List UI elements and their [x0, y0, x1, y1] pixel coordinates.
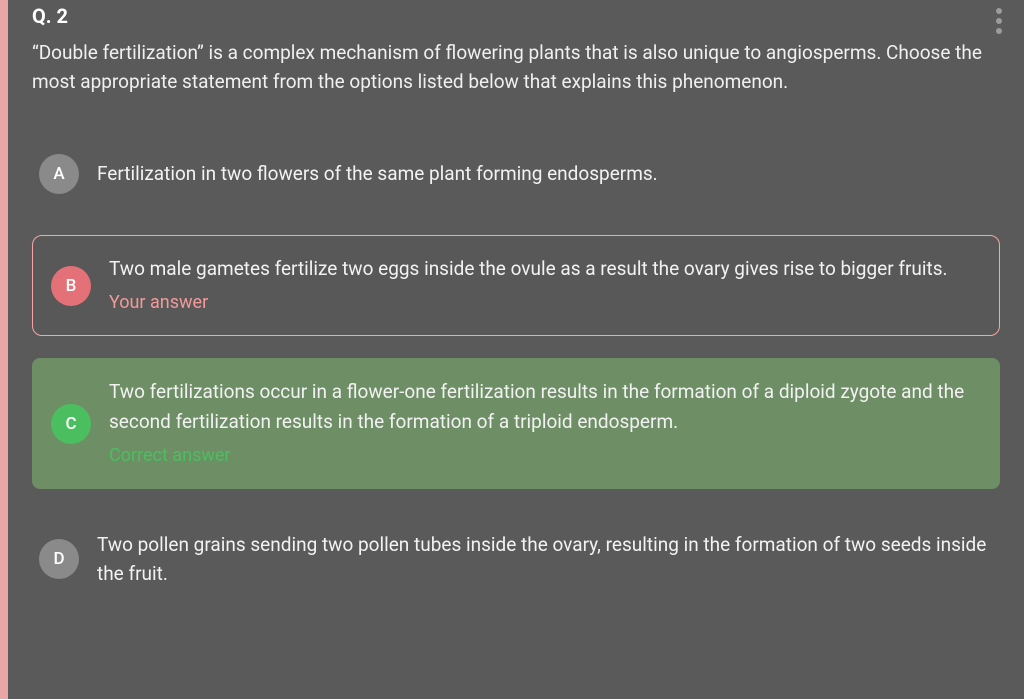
- question-header-row: Q. 2: [32, 4, 1000, 38]
- option-d-text: Two pollen grains sending two pollen tub…: [97, 530, 993, 589]
- question-text: “Double fertilization” is a complex mech…: [32, 38, 992, 97]
- option-c-body: Two fertilizations occur in a flower-one…: [109, 377, 981, 470]
- option-c[interactable]: C Two fertilizations occur in a flower-o…: [32, 358, 1000, 489]
- option-b-badge: B: [51, 266, 91, 306]
- option-a-text: Fertilization in two flowers of the same…: [97, 159, 993, 188]
- question-number: Q. 2: [32, 4, 68, 28]
- sidebar-accent-strip: [0, 0, 8, 699]
- option-b-feedback: Your answer: [109, 289, 981, 317]
- option-d-badge: D: [39, 539, 79, 579]
- question-card: Q. 2 “Double fertilization” is a complex…: [8, 0, 1024, 654]
- option-b-body: Two male gametes fertilize two eggs insi…: [109, 254, 981, 317]
- more-options-icon[interactable]: [992, 4, 1006, 38]
- option-d[interactable]: D Two pollen grains sending two pollen t…: [32, 511, 1000, 608]
- option-c-feedback: Correct answer: [109, 442, 981, 470]
- option-c-badge: C: [51, 404, 91, 444]
- option-a[interactable]: A Fertilization in two flowers of the sa…: [32, 135, 1000, 213]
- option-b-text: Two male gametes fertilize two eggs insi…: [109, 254, 981, 283]
- option-a-badge: A: [39, 154, 79, 194]
- option-b[interactable]: B Two male gametes fertilize two eggs in…: [32, 235, 1000, 336]
- option-c-text: Two fertilizations occur in a flower-one…: [109, 377, 981, 436]
